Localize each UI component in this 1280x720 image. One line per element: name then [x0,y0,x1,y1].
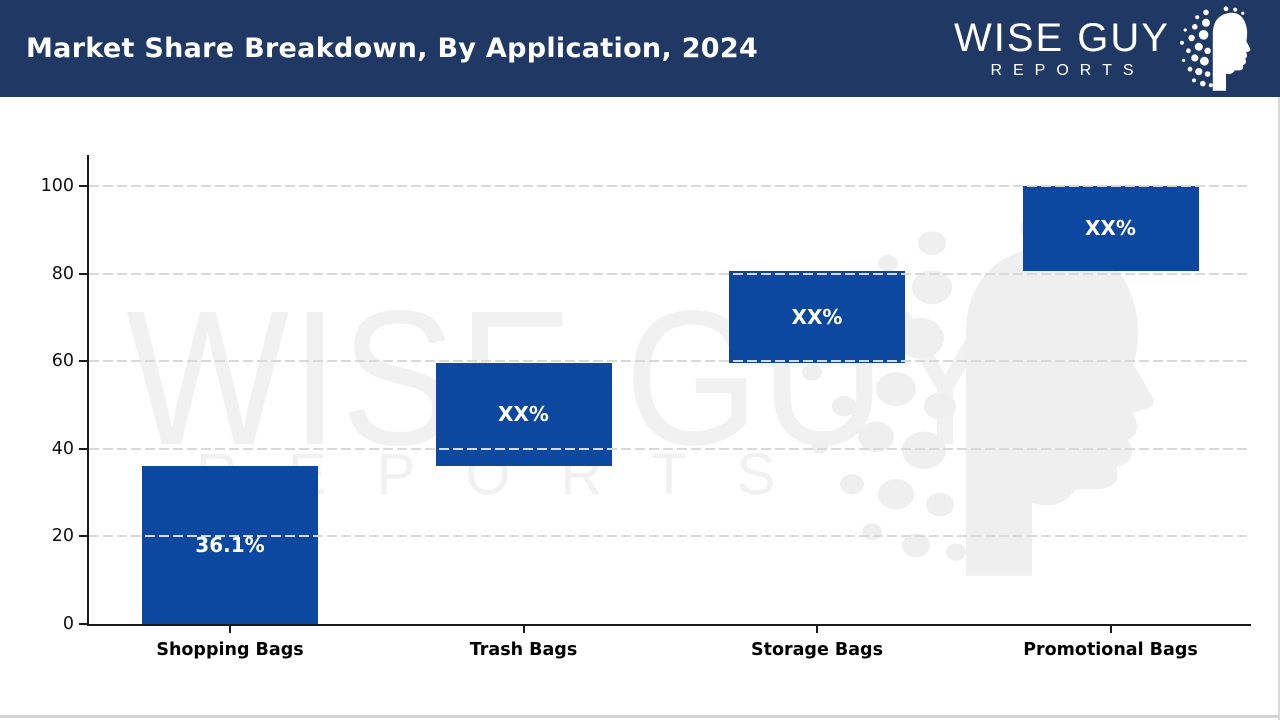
x-axis-tick [816,626,818,633]
y-axis-tick [79,447,88,450]
gridline [89,447,1250,450]
x-axis-tick [1109,626,1112,633]
logo-name: WISE GUY [953,15,1170,60]
brand-logo: WISE GUY REPORTS [954,5,1254,92]
y-axis-tick [79,185,88,187]
header-bar: Market Share Breakdown, By Application, … [0,0,1280,97]
y-axis-tick [79,535,88,538]
x-axis [87,624,1251,626]
page-title: Market Share Breakdown, By Application, … [26,33,759,64]
gridline [89,185,1250,187]
bar-value-label: XX% [1085,216,1136,241]
logo-subtitle: REPORTS [990,61,1145,79]
y-axis [87,155,89,626]
logo-wordmark: WISE GUY REPORTS [954,18,1170,80]
x-category-label: Promotional Bags [1023,640,1198,660]
y-tick-label: 80 [51,263,74,284]
y-axis-tick [79,272,88,275]
y-tick-label: 60 [51,351,74,372]
x-category-label: Trash Bags [469,640,578,660]
y-axis-tick [79,623,88,625]
y-axis-tick [79,360,88,363]
gridline [89,272,1250,275]
y-tick-label: 0 [62,614,74,634]
x-axis-tick [229,626,231,633]
bar-value-label: 36.1% [195,532,265,557]
bar-value-label: XX% [498,402,549,427]
x-category-label: Storage Bags [750,640,883,660]
y-tick-label: 20 [51,526,74,547]
bottom-rule [0,715,1280,718]
y-tick-label: 100 [40,176,74,196]
y-tick-label: 40 [51,438,74,459]
bar-value-label: XX% [791,304,843,329]
x-axis-tick [522,626,525,633]
logo-head-icon [1180,5,1251,91]
gridline [89,360,1250,363]
bar-shopping-bags [142,465,318,624]
right-rule [1278,97,1280,720]
x-category-label: Shopping Bags [156,640,304,660]
gridline [89,535,1250,538]
